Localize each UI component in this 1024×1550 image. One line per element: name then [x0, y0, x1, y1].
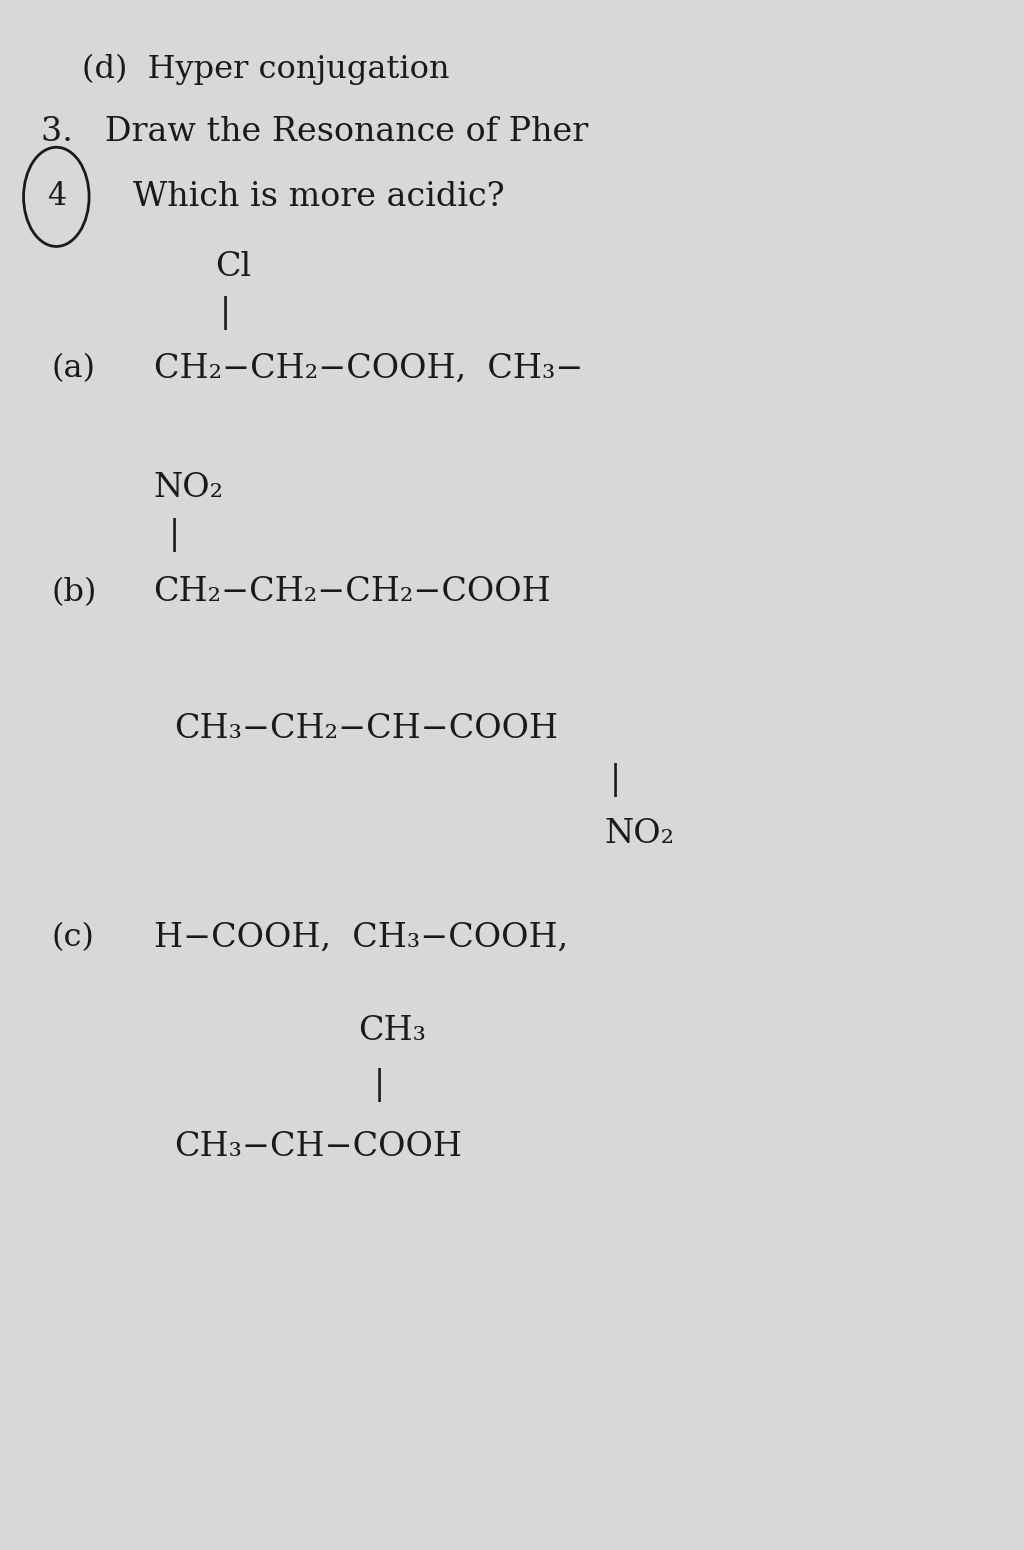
Text: H−COOH,  CH₃−COOH,: H−COOH, CH₃−COOH,: [154, 922, 567, 953]
Text: CH₃: CH₃: [358, 1015, 426, 1046]
Text: CH₃−CH₂−CH−COOH: CH₃−CH₂−CH−COOH: [174, 713, 558, 744]
Text: (c): (c): [51, 922, 94, 953]
Text: NO₂: NO₂: [154, 473, 223, 504]
Text: (d)  Hyper conjugation: (d) Hyper conjugation: [82, 54, 450, 85]
Text: |: |: [220, 296, 231, 330]
Text: CH₂−CH₂−CH₂−COOH: CH₂−CH₂−CH₂−COOH: [154, 577, 551, 608]
Text: |: |: [609, 763, 621, 797]
Text: (a): (a): [51, 353, 95, 384]
Text: Cl: Cl: [215, 251, 251, 282]
Text: NO₂: NO₂: [604, 818, 674, 849]
Text: 4: 4: [47, 181, 66, 212]
Text: CH₂−CH₂−COOH,  CH₃−: CH₂−CH₂−COOH, CH₃−: [154, 353, 583, 384]
Text: |: |: [374, 1068, 385, 1102]
Text: CH₃−CH−COOH: CH₃−CH−COOH: [174, 1132, 462, 1162]
Text: 3.   Draw the Resonance of Pher: 3. Draw the Resonance of Pher: [41, 116, 588, 147]
Text: (b): (b): [51, 577, 96, 608]
Text: |: |: [169, 518, 180, 552]
Text: Which is more acidic?: Which is more acidic?: [133, 181, 505, 212]
